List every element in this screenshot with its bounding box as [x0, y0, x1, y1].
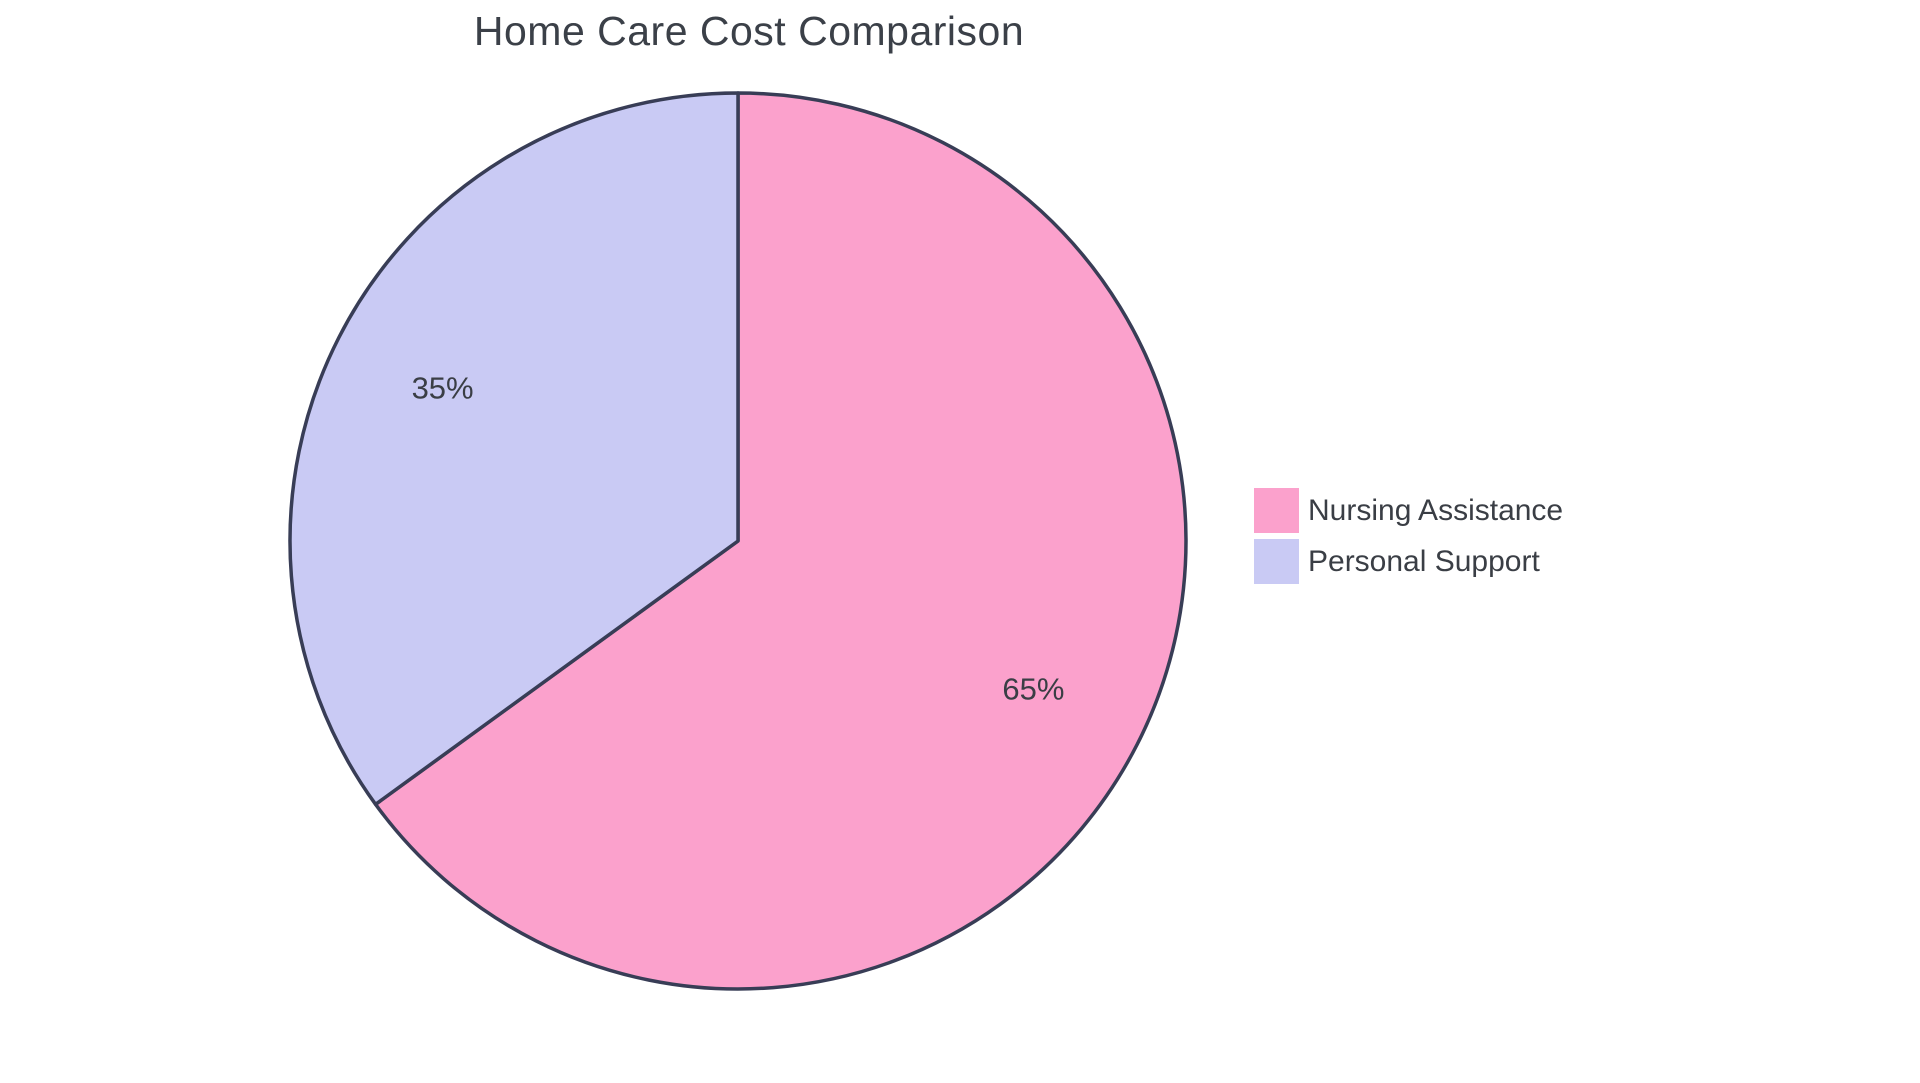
slice-percent-label-nursing-assistance: 65%: [1002, 672, 1064, 707]
pie-slice-personal-support: [288, 91, 740, 807]
legend-item-personal-support: Personal Support: [1254, 539, 1563, 584]
legend-label-nursing-assistance: Nursing Assistance: [1308, 493, 1564, 527]
chart-title: Home Care Cost Comparison: [473, 8, 1025, 54]
legend: Nursing Assistance Personal Support: [1254, 488, 1563, 584]
legend-label-personal-support: Personal Support: [1308, 544, 1540, 578]
legend-item-nursing-assistance: Nursing Assistance: [1254, 488, 1563, 533]
legend-swatch-personal-support: [1254, 539, 1299, 584]
legend-swatch-nursing-assistance: [1254, 488, 1299, 533]
pie-slice-nursing-assistance: [373, 91, 1188, 991]
slice-percent-label-personal-support: 35%: [412, 371, 474, 406]
